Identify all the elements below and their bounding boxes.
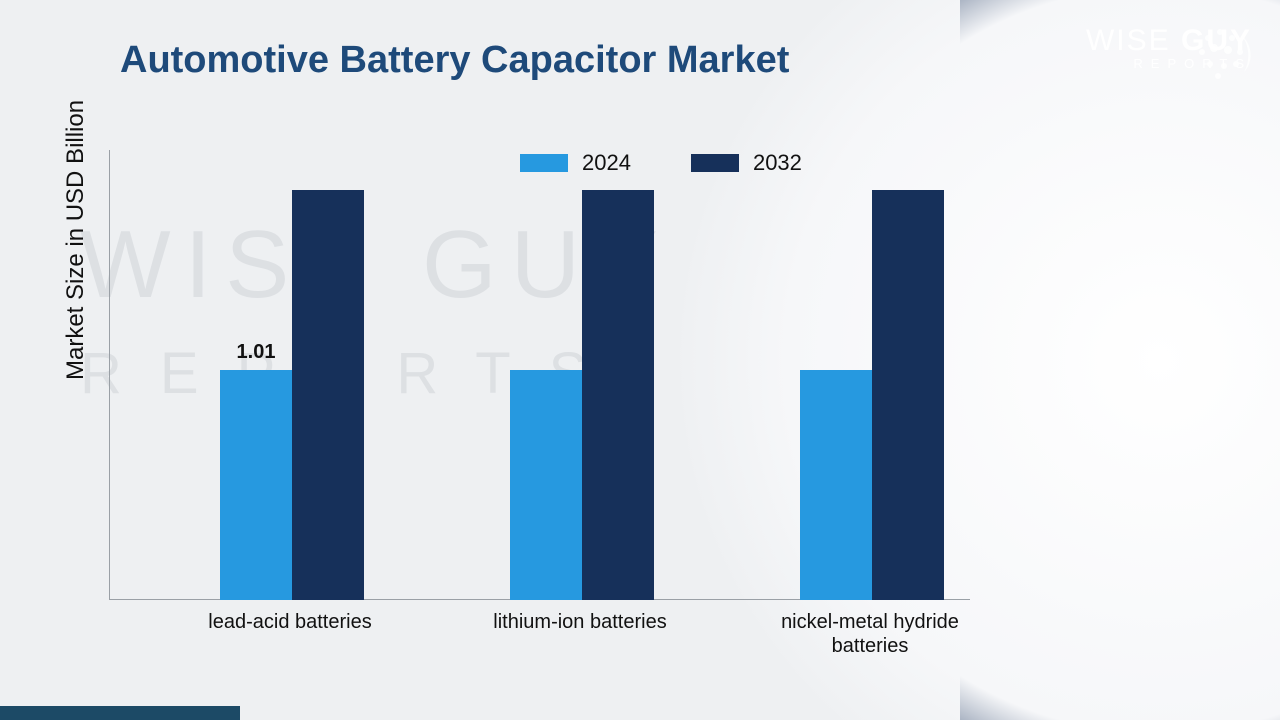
legend-label-2024: 2024 xyxy=(582,150,631,176)
logo-text-wise: WISE xyxy=(1086,24,1171,57)
bar-nimh-2032 xyxy=(872,190,944,600)
category-label-lithium-ion: lithium-ion batteries xyxy=(470,610,690,634)
logo-head-icon xyxy=(1188,18,1258,88)
bottom-accent-strip xyxy=(0,706,240,720)
legend-swatch-2032 xyxy=(691,154,739,172)
wiseguy-logo: WISE GUY REPORTS xyxy=(1086,24,1252,71)
bar-lithium-ion-2024 xyxy=(510,370,582,600)
category-label-lead-acid: lead-acid batteries xyxy=(180,610,400,634)
y-axis-label: Market Size in USD Billion xyxy=(62,100,90,380)
legend-label-2032: 2032 xyxy=(753,150,802,176)
bar-lead-acid-2032 xyxy=(292,190,364,600)
legend-item-2024: 2024 xyxy=(520,150,631,176)
value-label-lead-acid-2024: 1.01 xyxy=(210,341,302,364)
category-label-nimh: nickel-metal hydride batteries xyxy=(760,610,980,658)
chart-card: WISE GUY REPORTS Automotive Battery Capa… xyxy=(0,0,1280,720)
bar-lead-acid-2024 xyxy=(220,370,292,600)
legend: 2024 2032 xyxy=(520,150,802,176)
chart-title: Automotive Battery Capacitor Market xyxy=(120,38,820,84)
legend-item-2032: 2032 xyxy=(691,150,802,176)
y-axis-line xyxy=(109,150,110,600)
bar-lithium-ion-2032 xyxy=(582,190,654,600)
legend-swatch-2024 xyxy=(520,154,568,172)
plot-area: 1.01 lead-acid batteries lithium-ion bat… xyxy=(110,190,970,600)
bar-nimh-2024 xyxy=(800,370,872,600)
